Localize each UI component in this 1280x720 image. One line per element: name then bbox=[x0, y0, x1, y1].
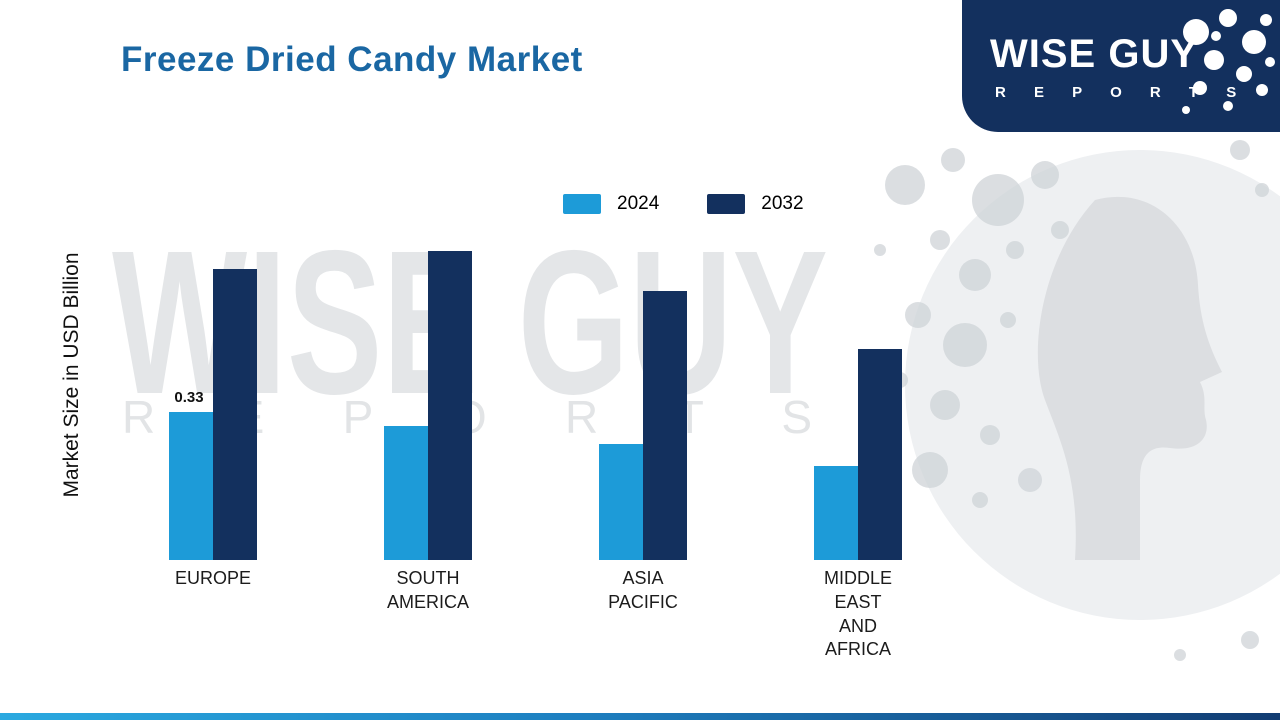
bar-2024-middle-east-and-africa bbox=[814, 466, 858, 560]
bar-2032-europe bbox=[213, 269, 257, 560]
legend-label-2032: 2032 bbox=[761, 193, 804, 214]
brand-head-dots-icon bbox=[1182, 9, 1275, 114]
plot-area: 0.33 bbox=[0, 224, 1280, 560]
bar-2024-europe bbox=[169, 412, 213, 560]
category-label-asia-pacific: ASIA PACIFIC bbox=[608, 568, 678, 612]
brand-name: WISE GUY bbox=[990, 32, 1199, 76]
legend-label-2024: 2024 bbox=[617, 193, 660, 214]
legend: 2024 2032 bbox=[563, 193, 804, 215]
category-labels: EUROPE SOUTH AMERICA ASIA PACIFIC MIDDLE EA… bbox=[0, 567, 1280, 677]
bottom-accent-strip bbox=[0, 713, 1280, 720]
bar-2032-asia-pacific bbox=[643, 291, 687, 560]
legend-item-2032: 2032 bbox=[707, 193, 804, 215]
bar-2032-south-america bbox=[428, 251, 472, 560]
bar-value-label: 0.33 bbox=[174, 389, 204, 406]
bar-2032-middle-east-and-africa bbox=[858, 349, 902, 560]
legend-item-2024: 2024 bbox=[563, 193, 659, 215]
brand-subtitle: R E P O R T S bbox=[995, 84, 1249, 101]
bar-2024-asia-pacific bbox=[599, 444, 643, 560]
category-label-middle-east-and-africa: MIDDLE EAST AND AFRICA bbox=[823, 568, 893, 660]
category-label-europe: EUROPE bbox=[174, 568, 252, 588]
legend-swatch-2032 bbox=[707, 194, 746, 214]
category-label-south-america: SOUTH AMERICA bbox=[386, 568, 470, 612]
bar-2024-south-america bbox=[384, 426, 428, 560]
legend-swatch-2024 bbox=[563, 194, 601, 214]
page-title: Freeze Dried Candy Market bbox=[121, 40, 583, 79]
brand-logo: WISE GUY R E P O R T S bbox=[962, 0, 1280, 132]
y-axis-label: Market Size in USD Billion bbox=[60, 252, 83, 498]
